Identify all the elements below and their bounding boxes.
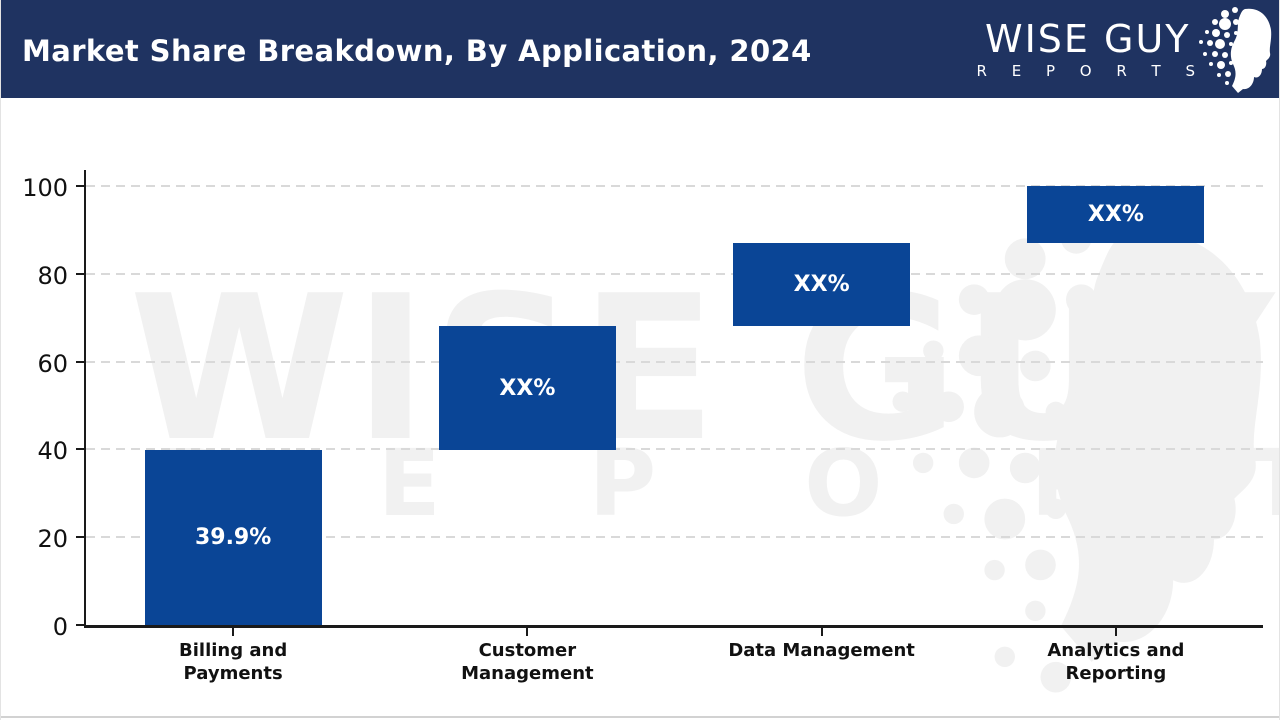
header: Market Share Breakdown, By Application, …	[1, 0, 1279, 98]
bar-segment-customer-management: XX%	[438, 326, 616, 450]
category-label-line: Billing and	[179, 640, 288, 661]
y-tick-label-20: 20	[37, 525, 68, 554]
bar-segment-analytics-and-reporting: XX%	[1027, 186, 1205, 244]
x-tick-billing-and-payments	[232, 628, 235, 636]
y-axis-line	[84, 170, 86, 628]
y-tick-60	[76, 360, 84, 363]
category-label-line: Customer	[478, 640, 577, 661]
chart-area: WISE GUY R E P O R T S 02040608010039.9%…	[1, 98, 1279, 720]
gridline-20	[86, 536, 1263, 539]
bar-segment-data-management: XX%	[733, 243, 911, 327]
category-label-customer-management: Customer Management	[377, 640, 677, 685]
x-tick-analytics-and-reporting	[1114, 628, 1117, 636]
brand-logo-text: WISE GUY R E P O R T S	[971, 17, 1205, 80]
logo-wordmark: WISE GUY	[985, 17, 1191, 62]
y-tick-20	[76, 536, 84, 539]
category-label-line: Reporting	[1065, 662, 1167, 684]
brand-logo: WISE GUY R E P O R T S	[971, 6, 1275, 94]
y-tick-0	[76, 624, 84, 626]
x-axis-line	[84, 625, 1263, 628]
category-label-line: Analytics and	[1047, 640, 1185, 661]
y-tick-label-0: 0	[52, 613, 68, 641]
gridline-80	[86, 272, 1263, 275]
bar-value-label-billing-and-payments: 39.9%	[194, 524, 272, 550]
category-label-billing-and-payments: Billing and Payments	[83, 640, 383, 685]
bar-value-label-data-management: XX%	[793, 272, 850, 298]
y-tick-label-100: 100	[22, 174, 68, 202]
gridline-100	[86, 185, 1263, 187]
gridline-60	[86, 360, 1263, 363]
category-label-data-management: Data Management	[672, 640, 972, 663]
page-title: Market Share Breakdown, By Application, …	[22, 34, 812, 68]
y-tick-label-80: 80	[37, 261, 68, 290]
category-label-analytics-and-reporting: Analytics and Reporting	[966, 640, 1266, 685]
x-tick-customer-management	[526, 628, 529, 636]
bar-value-label-analytics-and-reporting: XX%	[1087, 202, 1144, 228]
y-tick-80	[76, 272, 84, 275]
gridline-40	[86, 448, 1263, 451]
category-label-line: Management	[461, 662, 594, 684]
x-tick-data-management	[820, 628, 823, 636]
y-tick-label-40: 40	[37, 437, 68, 466]
logo-subtitle: R E P O R T S	[976, 61, 1205, 80]
bar-segment-billing-and-payments: 39.9%	[144, 449, 322, 625]
bar-value-label-customer-management: XX%	[499, 375, 556, 401]
y-tick-40	[76, 448, 84, 451]
y-tick-label-60: 60	[37, 349, 68, 378]
category-label-line: Data Management	[728, 640, 915, 661]
category-label-line: Payments	[183, 662, 283, 684]
logo-head-icon	[1199, 7, 1272, 94]
y-tick-100	[76, 185, 84, 187]
bottom-rule	[1, 716, 1279, 718]
